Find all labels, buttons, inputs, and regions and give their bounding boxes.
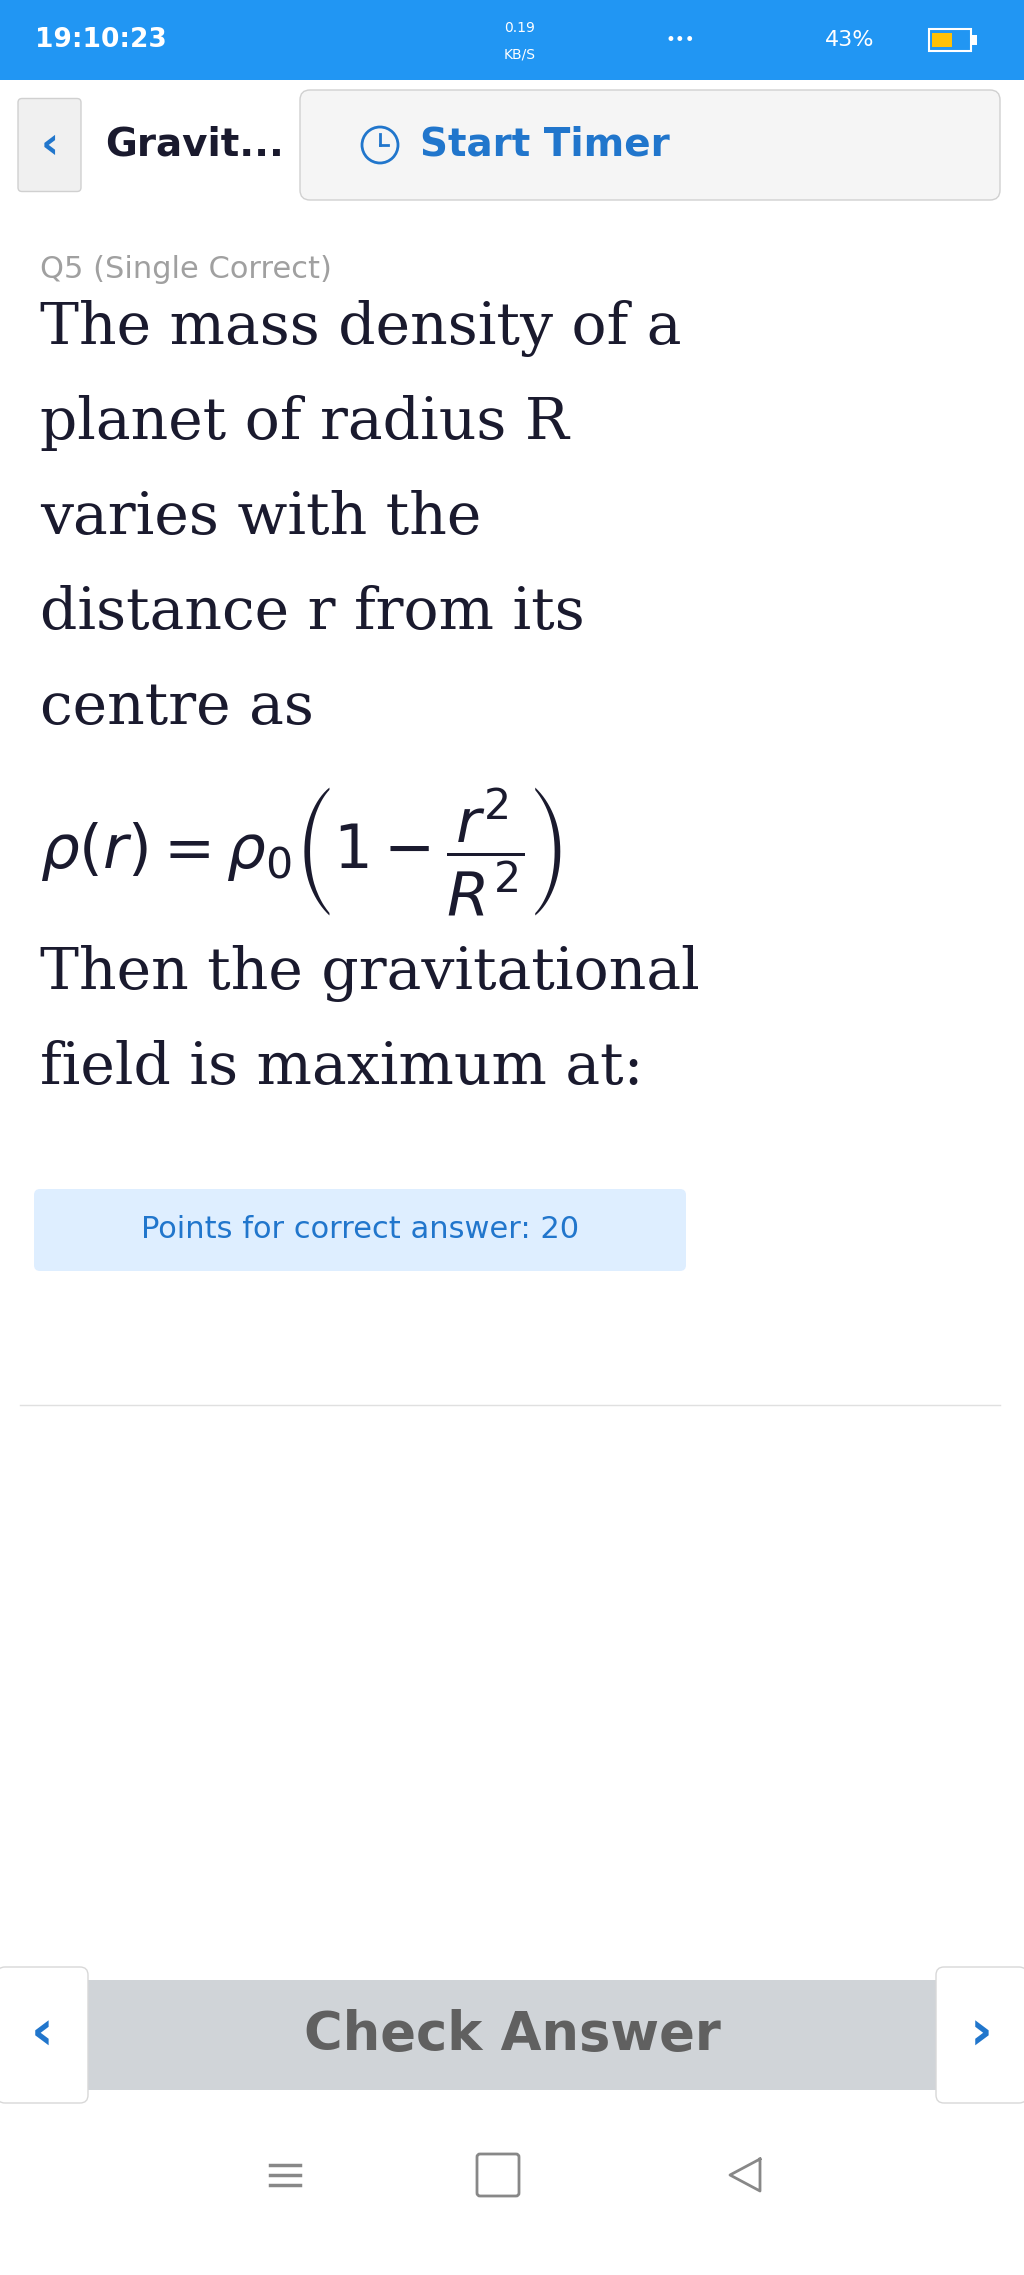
Text: planet of radius R: planet of radius R — [40, 396, 569, 450]
FancyBboxPatch shape — [936, 1968, 1024, 2102]
FancyBboxPatch shape — [34, 1190, 686, 1272]
Text: ›: › — [970, 2009, 993, 2061]
Text: 19:10:23: 19:10:23 — [35, 27, 167, 52]
Text: Start Timer: Start Timer — [420, 125, 670, 164]
Text: Check Answer: Check Answer — [304, 2009, 720, 2061]
Bar — [0, 0, 1024, 80]
Text: KB/S: KB/S — [504, 48, 536, 61]
Text: Then the gravitational: Then the gravitational — [40, 944, 699, 1001]
Text: The mass density of a: The mass density of a — [40, 300, 682, 357]
Bar — [932, 34, 952, 48]
Text: field is maximum at:: field is maximum at: — [40, 1040, 643, 1097]
Text: Q5 (Single Correct): Q5 (Single Correct) — [40, 255, 332, 284]
FancyBboxPatch shape — [18, 98, 81, 191]
Text: ‹: ‹ — [31, 2009, 54, 2061]
Text: distance r from its: distance r from its — [40, 585, 585, 642]
Text: 0.19: 0.19 — [505, 20, 536, 34]
FancyBboxPatch shape — [300, 91, 1000, 200]
FancyBboxPatch shape — [0, 1968, 88, 2102]
Text: varies with the: varies with the — [40, 489, 481, 546]
Text: Points for correct answer: 20: Points for correct answer: 20 — [141, 1215, 579, 1244]
Bar — [972, 34, 977, 46]
Text: Gravit...: Gravit... — [105, 125, 284, 164]
FancyBboxPatch shape — [80, 1979, 944, 2091]
Text: ‹: ‹ — [40, 123, 58, 166]
Text: $\rho(r) = \rho_0 \left(1 - \dfrac{r^2}{R^2}\right)$: $\rho(r) = \rho_0 \left(1 - \dfrac{r^2}{… — [40, 785, 561, 917]
Text: •••: ••• — [666, 32, 695, 50]
Text: 43%: 43% — [825, 30, 874, 50]
Text: centre as: centre as — [40, 680, 314, 737]
